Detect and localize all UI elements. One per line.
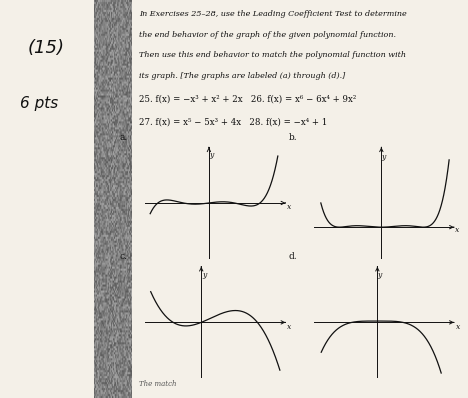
Text: 27. f(x) = x⁵ − 5x³ + 4x   28. f(x) = −x⁴ + 1: 27. f(x) = x⁵ − 5x³ + 4x 28. f(x) = −x⁴ … <box>139 118 328 127</box>
Text: y: y <box>202 271 206 279</box>
Text: y: y <box>381 153 386 161</box>
Text: x: x <box>455 323 460 331</box>
Text: In Exercises 25–28, use the Leading Coefficient Test to determine: In Exercises 25–28, use the Leading Coef… <box>139 10 407 18</box>
Text: c.: c. <box>120 252 128 261</box>
Text: (15): (15) <box>28 39 65 57</box>
Text: Then use this end behavior to match the polynomial function with: Then use this end behavior to match the … <box>139 51 406 59</box>
Text: 6 pts: 6 pts <box>20 96 58 111</box>
Text: x: x <box>287 323 292 331</box>
Text: b.: b. <box>288 133 297 142</box>
Text: x: x <box>455 226 460 234</box>
Text: its graph. [The graphs are labeled (a) through (d).]: its graph. [The graphs are labeled (a) t… <box>139 72 345 80</box>
Text: a.: a. <box>120 133 128 142</box>
Text: the end behavior of the graph of the given polynomial function.: the end behavior of the graph of the giv… <box>139 31 396 39</box>
Text: d.: d. <box>288 252 297 261</box>
Text: 25. f(x) = −x³ + x² + 2x   26. f(x) = x⁶ − 6x⁴ + 9x²: 25. f(x) = −x³ + x² + 2x 26. f(x) = x⁶ −… <box>139 95 356 104</box>
Text: The match: The match <box>139 380 176 388</box>
Text: y: y <box>378 271 382 279</box>
Text: y: y <box>209 151 213 159</box>
Text: x: x <box>287 203 291 211</box>
